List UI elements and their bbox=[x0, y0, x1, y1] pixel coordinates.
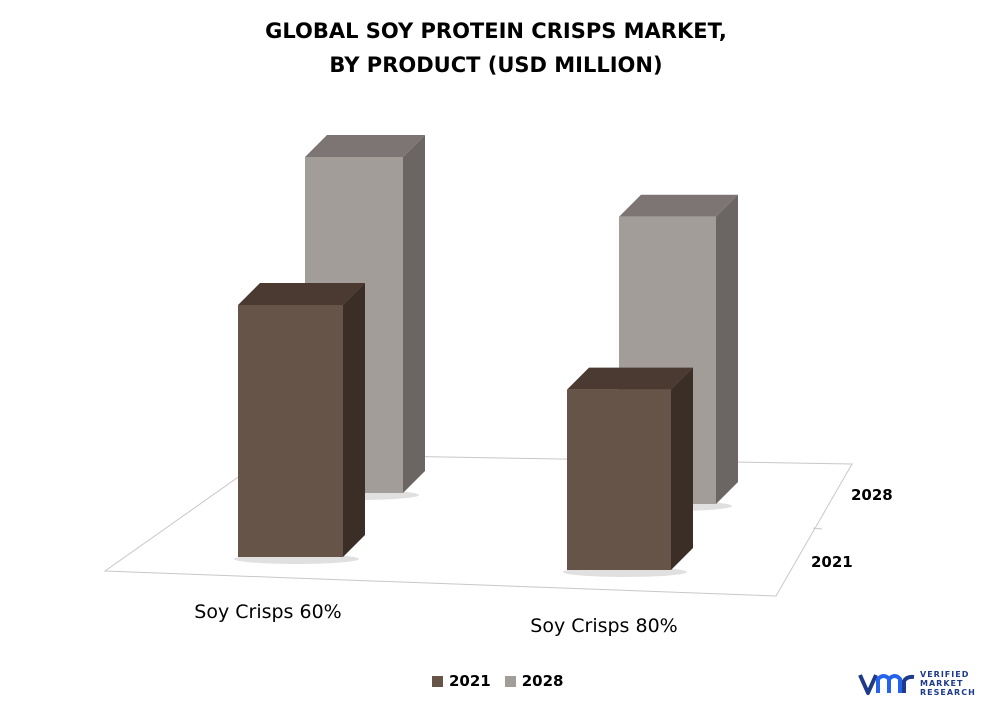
bar-2021-soy-crisps-60 bbox=[234, 283, 365, 564]
legend-label-2028: 2028 bbox=[521, 672, 564, 690]
legend-label-2021: 2021 bbox=[449, 672, 491, 690]
legend-swatch-2028 bbox=[504, 675, 516, 687]
bar-top-face bbox=[238, 283, 365, 305]
bar-top-face bbox=[305, 135, 425, 157]
chart-title: GLOBAL SOY PROTEIN CRISPS MARKET, BY PRO… bbox=[0, 14, 992, 82]
logo-line-2: MARKET bbox=[920, 679, 964, 688]
bar-top-face bbox=[619, 194, 738, 217]
legend-item-2028: 2028 bbox=[504, 672, 564, 690]
logo-line-1: VERIFIED bbox=[920, 670, 970, 679]
bar-side-face bbox=[671, 367, 693, 570]
bar-front-face bbox=[238, 305, 343, 557]
vmr-logo: VERIFIED MARKET RESEARCH bbox=[858, 670, 976, 697]
chart-floor bbox=[103, 453, 853, 597]
bar-side-face bbox=[403, 135, 425, 493]
bar-front-face bbox=[567, 389, 671, 570]
vmr-logo-text: VERIFIED MARKET RESEARCH bbox=[920, 670, 976, 697]
depth-label-2028: 2028 bbox=[851, 486, 893, 504]
category-label-soy-crisps-60: Soy Crisps 60% bbox=[194, 601, 341, 623]
legend-swatch-2021 bbox=[432, 675, 443, 687]
chart-title-line-2: BY PRODUCT (USD MILLION) bbox=[329, 53, 663, 77]
legend-item-2021: 2021 bbox=[432, 672, 491, 690]
legend: 2021 2028 bbox=[432, 672, 578, 690]
bar-2021-soy-crisps-80 bbox=[563, 367, 693, 577]
bars-layer bbox=[234, 135, 738, 577]
bar-top-face bbox=[567, 367, 693, 390]
depth-label-2021: 2021 bbox=[811, 553, 853, 571]
bar-side-face bbox=[716, 194, 738, 504]
vmr-logo-mark-icon bbox=[858, 673, 915, 695]
logo-line-3: RESEARCH bbox=[920, 688, 976, 697]
depth-tick-front bbox=[812, 527, 823, 530]
bar-side-face bbox=[343, 283, 365, 557]
chart-title-line-1: GLOBAL SOY PROTEIN CRISPS MARKET, bbox=[265, 19, 727, 43]
category-label-soy-crisps-80: Soy Crisps 80% bbox=[530, 615, 677, 637]
